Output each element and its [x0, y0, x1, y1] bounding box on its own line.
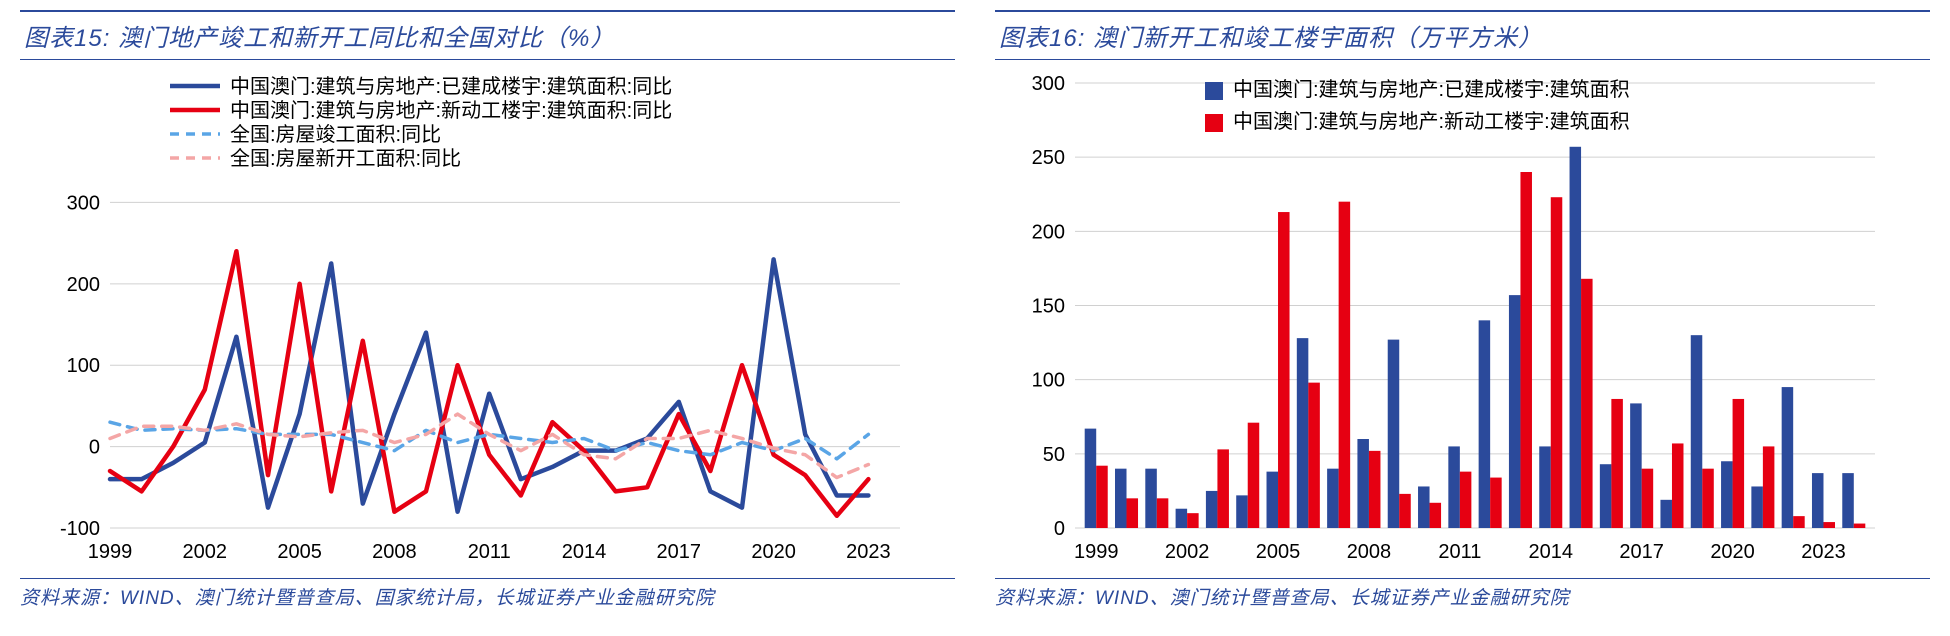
- svg-text:200: 200: [67, 274, 100, 296]
- svg-text:中国澳门:建筑与房地产:新动工楼宇:建筑面积: 中国澳门:建筑与房地产:新动工楼宇:建筑面积: [1233, 110, 1630, 133]
- svg-text:2011: 2011: [1438, 541, 1481, 563]
- right-source: 资料来源：WIND、澳门统计暨普查局、长城证券产业金融研究院: [995, 578, 1930, 610]
- svg-text:中国澳门:建筑与房地产:新动工楼宇:建筑面积:同比: 中国澳门:建筑与房地产:新动工楼宇:建筑面积:同比: [230, 99, 672, 122]
- svg-text:2002: 2002: [1165, 541, 1210, 563]
- right-title: 图表16: 澳门新开工和竣工楼宇面积（万平方米）: [995, 10, 1930, 60]
- svg-text:200: 200: [1032, 221, 1065, 243]
- svg-text:2017: 2017: [1619, 541, 1664, 563]
- svg-text:2005: 2005: [1256, 541, 1301, 563]
- svg-text:150: 150: [1032, 296, 1065, 318]
- svg-text:0: 0: [89, 437, 100, 459]
- svg-text:2014: 2014: [1529, 541, 1574, 563]
- right-chart: 0 50 100 150 200 250 300 1999 2002 2005 2008 2011 20…: [995, 68, 1930, 578]
- svg-text:0: 0: [1054, 518, 1065, 540]
- svg-text:2023: 2023: [846, 541, 891, 563]
- svg-text:2008: 2008: [372, 541, 417, 563]
- svg-text:300: 300: [67, 192, 100, 214]
- left-title: 图表15: 澳门地产竣工和新开工同比和全国对比（%）: [20, 10, 955, 60]
- svg-text:300: 300: [1032, 73, 1065, 95]
- svg-text:100: 100: [67, 355, 100, 377]
- svg-text:中国澳门:建筑与房地产:已建成楼宇:建筑面积:同比: 中国澳门:建筑与房地产:已建成楼宇:建筑面积:同比: [230, 75, 672, 98]
- right-panel: 图表16: 澳门新开工和竣工楼宇面积（万平方米） 0 50 100 150 200 250…: [995, 10, 1930, 610]
- svg-text:2020: 2020: [1710, 541, 1755, 563]
- svg-text:1999: 1999: [88, 541, 133, 563]
- svg-text:2005: 2005: [277, 541, 322, 563]
- svg-text:250: 250: [1032, 147, 1065, 169]
- left-chart: -100 0 100 200 300 1999 2002 2005 2008 2011 2014 20…: [20, 68, 955, 578]
- left-panel: 图表15: 澳门地产竣工和新开工同比和全国对比（%） -100 0 100 200 30…: [20, 10, 955, 610]
- svg-text:全国:房屋竣工面积:同比: 全国:房屋竣工面积:同比: [230, 123, 441, 146]
- svg-text:2002: 2002: [183, 541, 228, 563]
- svg-text:-100: -100: [60, 518, 100, 540]
- svg-text:100: 100: [1032, 370, 1065, 392]
- svg-text:2011: 2011: [468, 541, 511, 563]
- svg-text:2020: 2020: [751, 541, 796, 563]
- svg-text:中国澳门:建筑与房地产:已建成楼宇:建筑面积: 中国澳门:建筑与房地产:已建成楼宇:建筑面积: [1233, 78, 1630, 101]
- svg-text:全国:房屋新开工面积:同比: 全国:房屋新开工面积:同比: [230, 147, 461, 170]
- svg-text:50: 50: [1043, 444, 1065, 466]
- svg-text:2017: 2017: [657, 541, 702, 563]
- svg-text:2014: 2014: [562, 541, 607, 563]
- svg-text:2008: 2008: [1347, 541, 1392, 563]
- svg-text:1999: 1999: [1074, 541, 1119, 563]
- svg-text:2023: 2023: [1801, 541, 1846, 563]
- left-source: 资料来源：WIND、澳门统计暨普查局、国家统计局，长城证券产业金融研究院: [20, 578, 955, 610]
